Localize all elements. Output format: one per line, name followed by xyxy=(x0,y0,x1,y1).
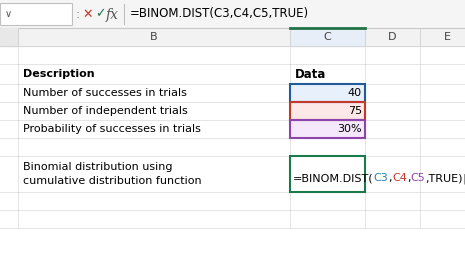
Text: ✓: ✓ xyxy=(95,8,105,21)
Bar xyxy=(290,84,365,102)
Text: Binomial distribution using
cumulative distribution function: Binomial distribution using cumulative d… xyxy=(23,162,202,186)
Bar xyxy=(0,28,18,46)
Bar xyxy=(290,102,365,120)
Text: D: D xyxy=(388,32,397,42)
Text: C3: C3 xyxy=(373,173,388,183)
Text: ✕: ✕ xyxy=(83,8,93,21)
Text: fx: fx xyxy=(106,8,119,22)
Text: ∨: ∨ xyxy=(5,9,12,19)
Text: Data: Data xyxy=(295,68,326,81)
Text: :: : xyxy=(76,8,80,21)
Bar xyxy=(290,102,365,120)
Bar xyxy=(0,0,465,28)
Text: E: E xyxy=(444,32,451,42)
Text: Probability of successes in trials: Probability of successes in trials xyxy=(23,124,201,134)
Text: 30%: 30% xyxy=(338,124,362,134)
Text: Number of successes in trials: Number of successes in trials xyxy=(23,88,187,98)
Text: C5: C5 xyxy=(410,173,425,183)
Text: ,: , xyxy=(388,173,392,183)
Text: 40: 40 xyxy=(348,88,362,98)
Bar xyxy=(290,156,365,192)
Text: ,TRUE): ,TRUE) xyxy=(425,173,463,183)
Text: Number of independent trials: Number of independent trials xyxy=(23,106,188,116)
Bar xyxy=(0,3,72,25)
Text: =BINOM.DIST(: =BINOM.DIST( xyxy=(293,173,373,183)
Bar xyxy=(290,120,365,138)
Bar xyxy=(0,3,72,25)
Text: C: C xyxy=(324,32,332,42)
Bar xyxy=(290,120,365,138)
Bar xyxy=(0,28,465,46)
Text: Description: Description xyxy=(23,69,94,79)
Text: =BINOM.DIST(C3,C4,C5,TRUE): =BINOM.DIST(C3,C4,C5,TRUE) xyxy=(130,8,309,21)
Text: |: | xyxy=(463,173,465,183)
Text: B: B xyxy=(150,32,158,42)
Text: C4: C4 xyxy=(392,173,407,183)
Text: ,: , xyxy=(407,173,410,183)
Text: 75: 75 xyxy=(348,106,362,116)
Bar xyxy=(290,84,365,102)
Bar xyxy=(290,28,365,46)
